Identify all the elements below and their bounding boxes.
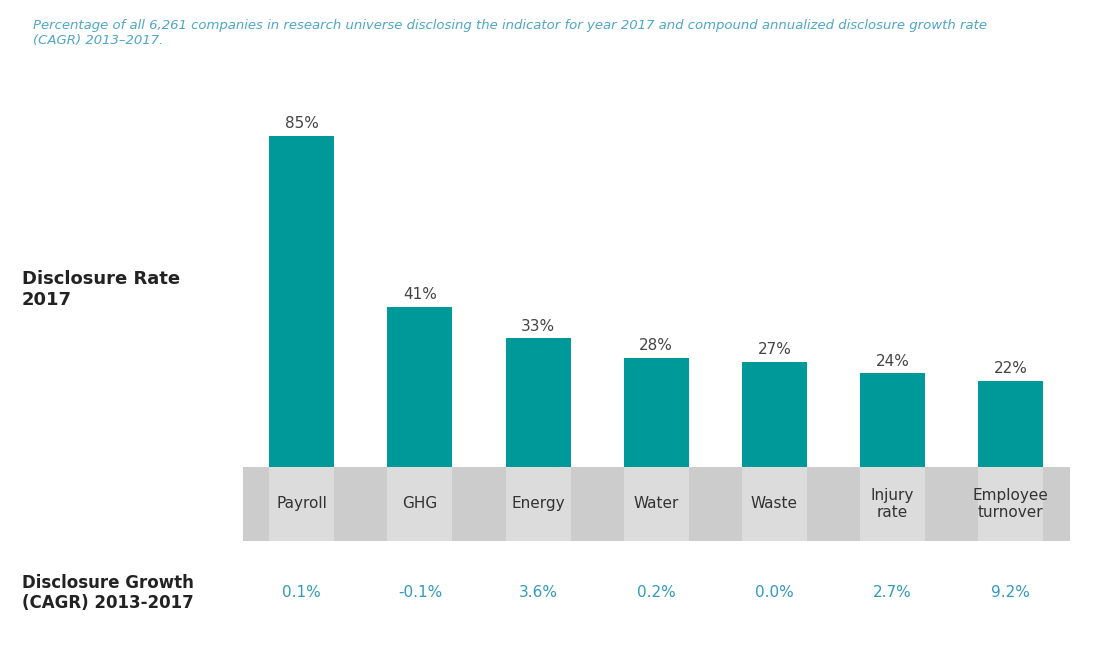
Text: 9.2%: 9.2%	[992, 585, 1030, 601]
Text: 2.7%: 2.7%	[874, 585, 912, 601]
Text: Disclosure Rate
2017: Disclosure Rate 2017	[22, 270, 180, 308]
Bar	[387, 307, 452, 467]
Text: Injury
rate: Injury rate	[871, 488, 914, 520]
Text: -0.1%: -0.1%	[398, 585, 442, 601]
Text: Waste: Waste	[751, 496, 797, 511]
Bar	[860, 373, 925, 467]
Text: Disclosure Growth
(CAGR) 2013-2017: Disclosure Growth (CAGR) 2013-2017	[22, 573, 194, 612]
Text: 27%: 27%	[758, 342, 791, 357]
Text: 41%: 41%	[403, 288, 437, 303]
Bar	[269, 136, 334, 467]
Text: 22%: 22%	[994, 362, 1028, 376]
Text: 28%: 28%	[640, 338, 673, 353]
Text: GHG: GHG	[403, 496, 438, 511]
Bar	[742, 362, 807, 467]
Text: 0.2%: 0.2%	[636, 585, 676, 601]
Text: 0.0%: 0.0%	[756, 585, 794, 601]
Bar	[978, 381, 1043, 467]
Text: 24%: 24%	[876, 354, 910, 369]
Text: Employee
turnover: Employee turnover	[973, 488, 1049, 520]
Text: Water: Water	[633, 496, 679, 511]
Text: Payroll: Payroll	[277, 496, 328, 511]
Text: Percentage of all 6,261 companies in research universe disclosing the indicator : Percentage of all 6,261 companies in res…	[33, 19, 987, 47]
Text: 85%: 85%	[285, 117, 319, 132]
Bar	[505, 338, 570, 467]
Text: Energy: Energy	[512, 496, 565, 511]
Text: 3.6%: 3.6%	[518, 585, 558, 601]
Bar	[624, 358, 688, 467]
Text: 0.1%: 0.1%	[282, 585, 321, 601]
Text: 33%: 33%	[521, 319, 555, 334]
